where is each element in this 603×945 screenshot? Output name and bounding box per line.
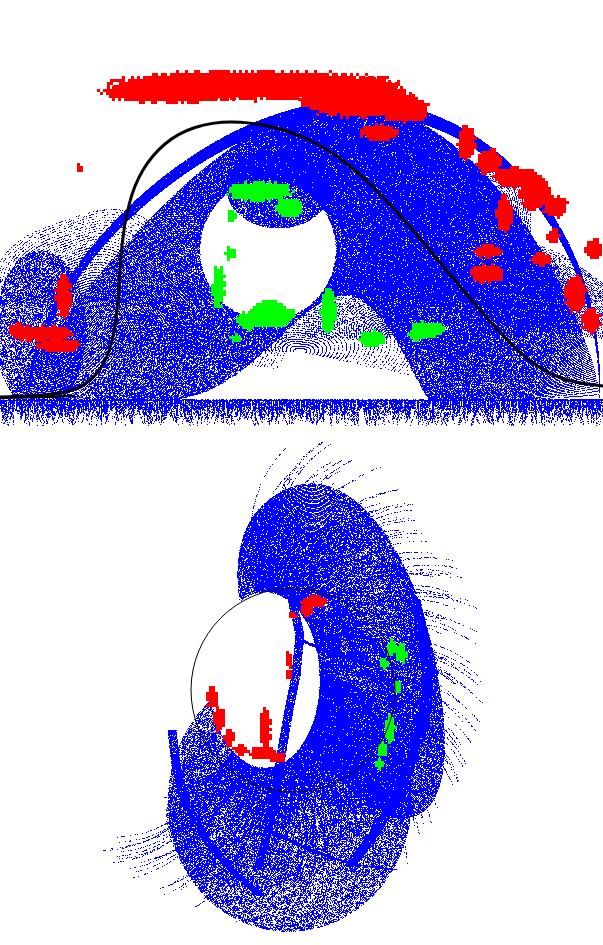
bottom-panel-plot: [0, 430, 603, 945]
top-panel-plot: [0, 0, 603, 430]
bottom-panel-canvas: [0, 430, 603, 945]
top-panel-canvas: [0, 0, 603, 430]
